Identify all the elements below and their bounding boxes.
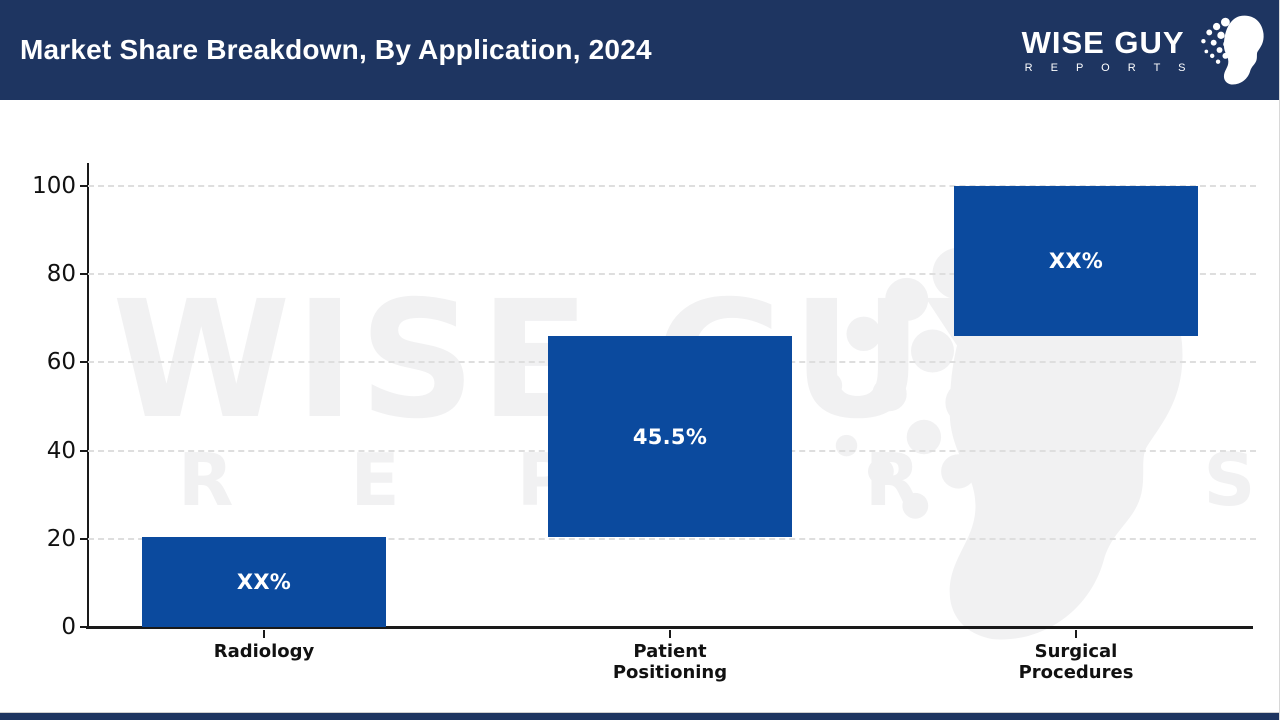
y-tick-mark <box>80 449 88 452</box>
bar-value-label: XX% <box>236 570 292 594</box>
y-tick-label: 100 <box>32 173 76 199</box>
bar: 45.5% <box>548 336 792 538</box>
gridline <box>88 185 1256 187</box>
x-tick-label-line: Procedures <box>1018 662 1134 683</box>
x-axis-line <box>86 626 1253 629</box>
bar: XX% <box>954 186 1198 337</box>
y-tick-label: 40 <box>46 437 76 464</box>
y-axis-line <box>87 163 89 629</box>
y-tick-mark <box>80 185 88 187</box>
x-tick-label: Radiology <box>114 641 414 662</box>
brand-logo: WISE GUY R E P O R T S <box>1022 11 1265 89</box>
y-tick-mark <box>80 361 88 364</box>
logo-text: WISE GUY R E P O R T S <box>1022 27 1193 74</box>
footer-divider <box>0 712 1279 713</box>
x-tick-mark <box>263 630 265 638</box>
y-tick-label: 60 <box>46 349 76 376</box>
x-tick-label-line: Radiology <box>213 641 315 662</box>
chart-title: Market Share Breakdown, By Application, … <box>20 34 652 65</box>
y-tick-mark <box>80 273 88 276</box>
y-tick-label: 80 <box>46 261 76 288</box>
x-tick-label-line: Positioning <box>612 662 728 683</box>
y-tick-label: 20 <box>46 525 76 552</box>
y-tick-mark <box>80 626 88 628</box>
footer-bar <box>0 713 1279 720</box>
y-tick-mark <box>80 537 88 540</box>
gridline <box>88 537 1256 540</box>
header-banner: Market Share Breakdown, By Application, … <box>0 0 1279 100</box>
bar: XX% <box>142 537 386 627</box>
dot-face-logo-icon <box>1201 15 1264 85</box>
x-tick-label-line: Surgical <box>1034 641 1118 662</box>
x-tick-mark <box>669 630 671 638</box>
x-tick-label-line: Patient <box>633 641 707 662</box>
y-tick-label: 0 <box>61 614 76 640</box>
bar-value-label: 45.5% <box>632 424 708 449</box>
logo-sub-text: R E P O R T S <box>1024 61 1193 74</box>
bar-value-label: XX% <box>1048 249 1104 274</box>
gridline <box>88 273 1256 276</box>
x-tick-mark <box>1075 630 1077 638</box>
logo-brand-text: WISE GUY <box>1021 24 1185 60</box>
x-tick-label: Surgical Procedures <box>926 641 1226 683</box>
x-tick-label: Patient Positioning <box>520 641 820 683</box>
